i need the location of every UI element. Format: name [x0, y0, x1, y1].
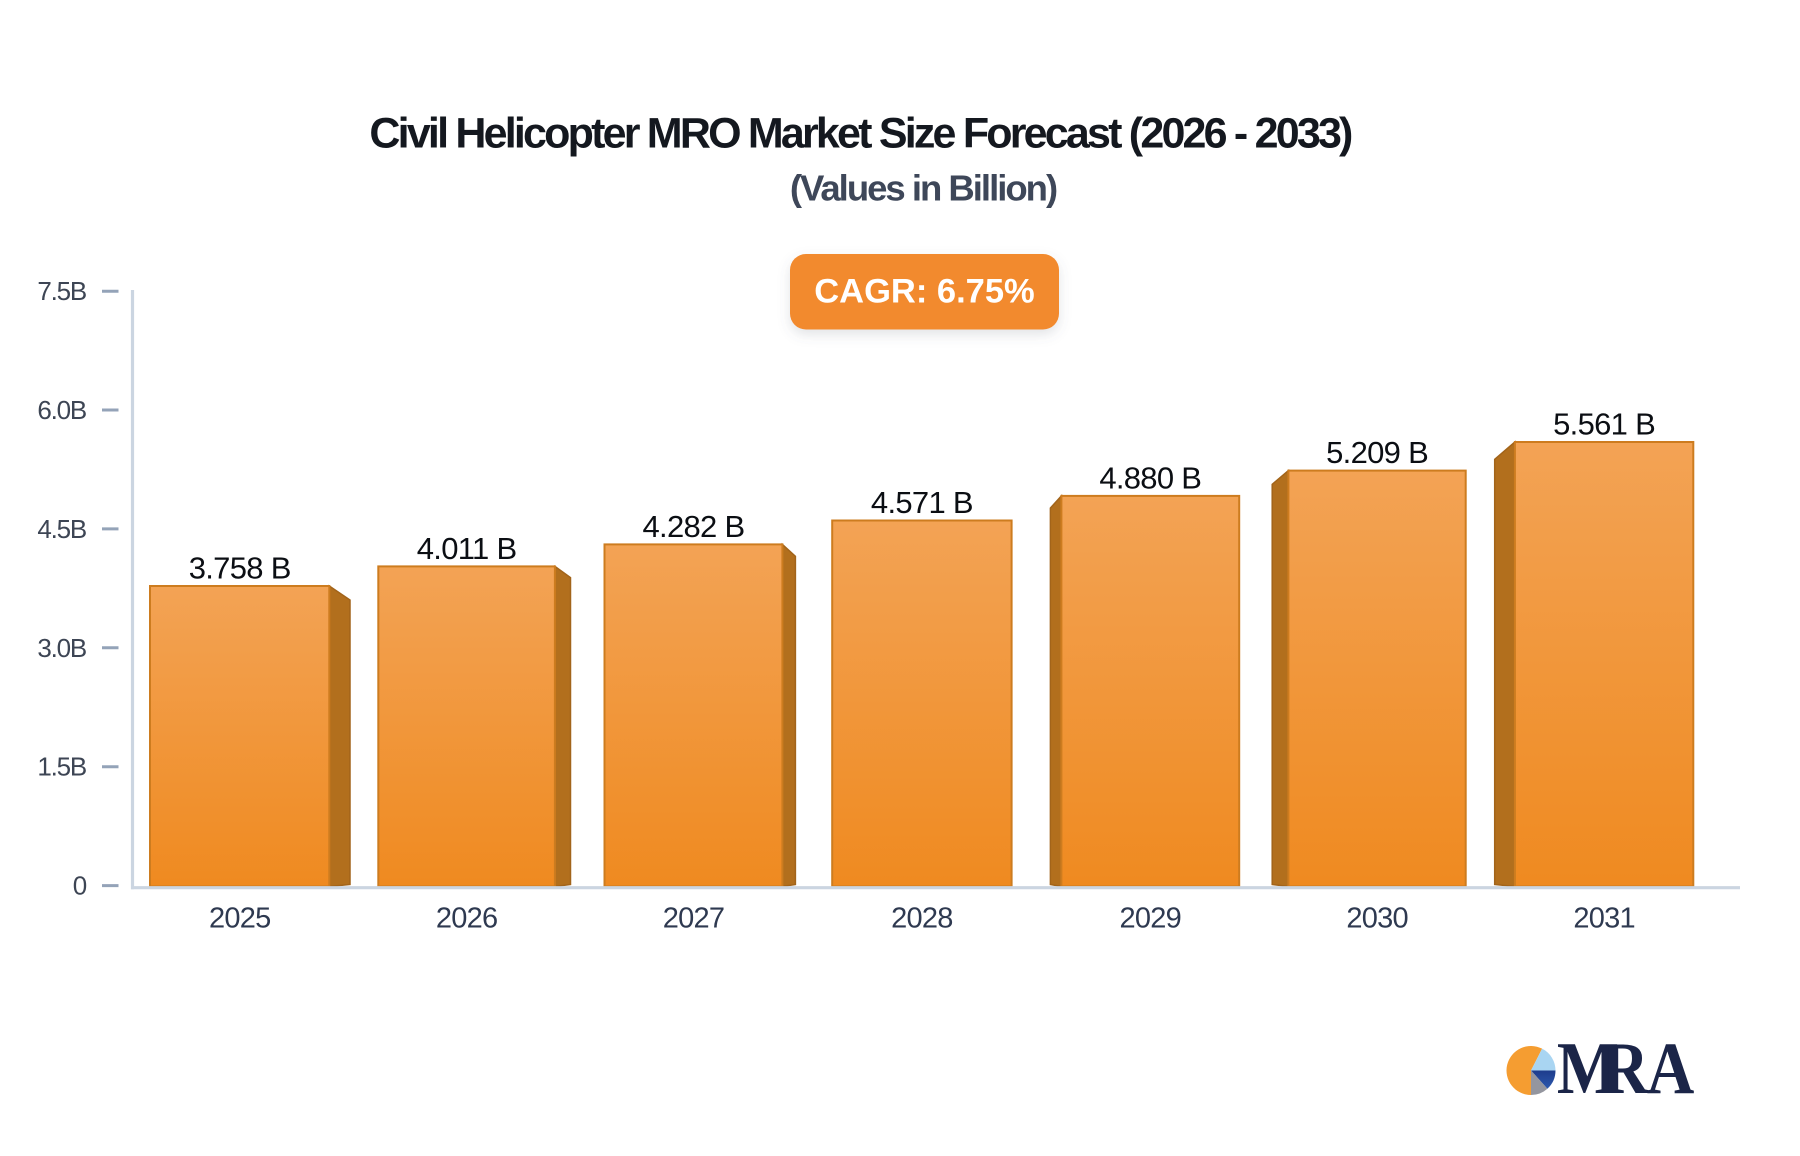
svg-text:5.561 B: 5.561 B: [1553, 407, 1655, 442]
svg-text:3.0B: 3.0B: [37, 633, 86, 663]
svg-text:2030: 2030: [1346, 903, 1408, 935]
svg-text:4.011 B: 4.011 B: [417, 531, 517, 566]
svg-text:CAGR: 6.75%: CAGR: 6.75%: [814, 273, 1034, 311]
svg-text:2026: 2026: [436, 903, 498, 935]
svg-text:R: R: [1601, 1029, 1650, 1110]
svg-text:1.5B: 1.5B: [37, 752, 86, 782]
svg-text:2029: 2029: [1120, 903, 1182, 935]
svg-text:2025: 2025: [209, 903, 271, 935]
svg-text:7.5B: 7.5B: [37, 276, 86, 306]
svg-text:6.0B: 6.0B: [37, 395, 86, 425]
svg-text:A: A: [1647, 1029, 1695, 1110]
svg-text:2027: 2027: [663, 903, 725, 935]
svg-text:4.5B: 4.5B: [37, 514, 86, 544]
svg-text:5.209 B: 5.209 B: [1326, 435, 1428, 470]
svg-text:(Values in Billion): (Values in Billion): [790, 168, 1057, 209]
svg-text:4.282 B: 4.282 B: [643, 509, 745, 544]
svg-text:2031: 2031: [1573, 903, 1635, 935]
svg-text:2028: 2028: [891, 903, 953, 935]
svg-text:3.758 B: 3.758 B: [189, 551, 291, 586]
svg-text:0: 0: [73, 871, 87, 901]
svg-text:Civil Helicopter MRO Market Si: Civil Helicopter MRO Market Size Forecas…: [369, 110, 1352, 158]
svg-text:4.880 B: 4.880 B: [1099, 460, 1201, 495]
svg-text:4.571 B: 4.571 B: [871, 485, 973, 520]
svg-text:M: M: [1557, 1029, 1619, 1110]
